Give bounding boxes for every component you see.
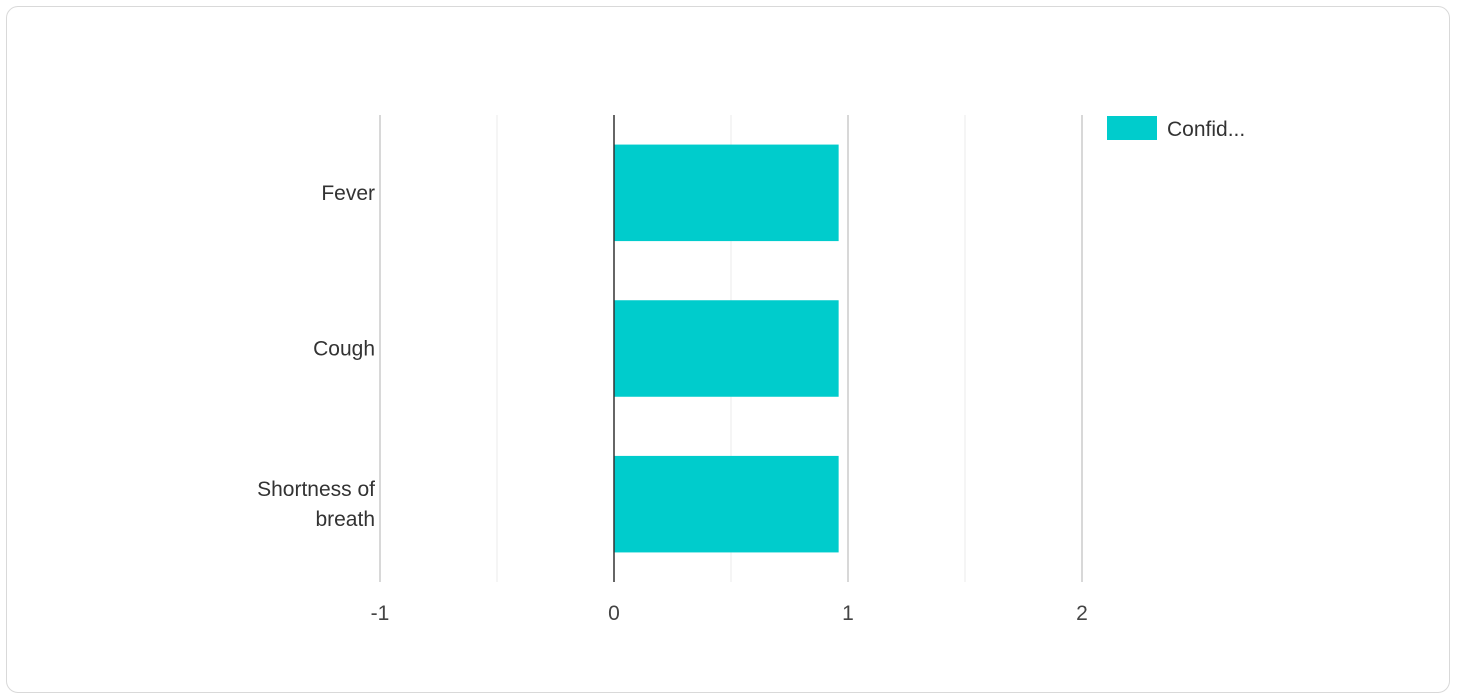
x-tick-label-3: 2	[1076, 602, 1088, 625]
major-gridlines	[379, 115, 1083, 582]
category-label-fever: Fever	[321, 182, 375, 205]
bars	[614, 144, 839, 553]
x-tick-label-1: 0	[608, 602, 620, 625]
category-label-shortness-of-breath: Shortness of breath	[257, 478, 375, 531]
category-label-cough: Cough	[313, 338, 375, 361]
legend[interactable]: Confid...	[1107, 116, 1245, 141]
legend-swatch	[1107, 116, 1157, 140]
bar-shortness-of-breath[interactable]	[614, 455, 839, 553]
x-tick-label-2: 1	[842, 602, 854, 625]
bar-fever[interactable]	[614, 144, 839, 242]
x-tick-label-0: -1	[371, 602, 390, 625]
category-labels: Fever Cough Shortness of breath	[257, 182, 375, 531]
bar-cough[interactable]	[614, 300, 839, 397]
legend-label: Confid...	[1167, 118, 1245, 141]
x-axis-tick-labels: -1 0 1 2	[371, 602, 1088, 625]
